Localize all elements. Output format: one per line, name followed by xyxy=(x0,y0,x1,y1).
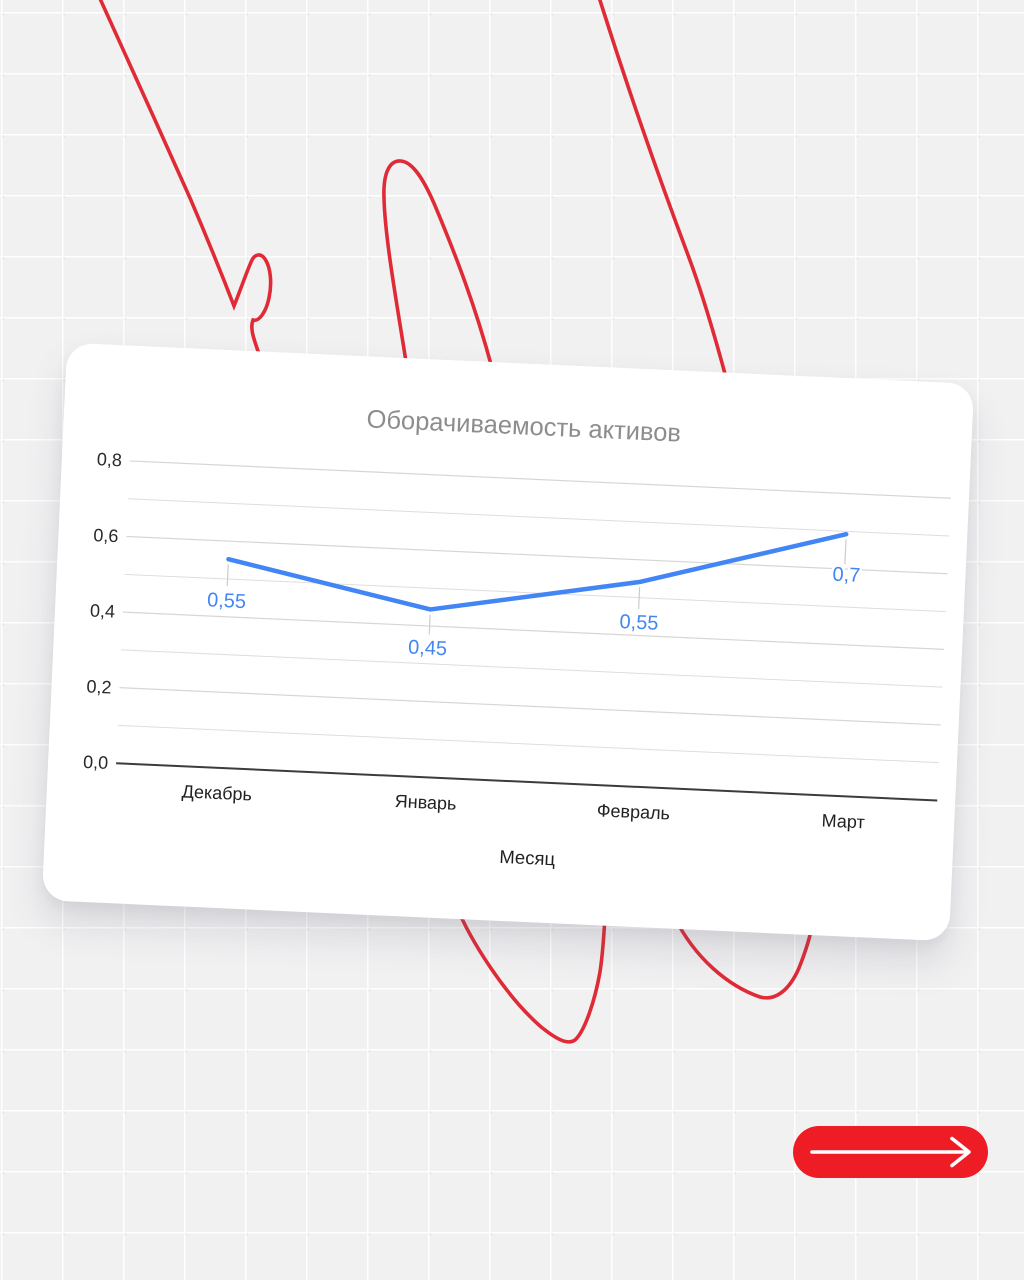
xtick-march: Март xyxy=(821,810,865,832)
y-axis-tick-labels: 0,8 0,6 0,4 0,2 0,0 xyxy=(83,449,123,773)
gridline-0-1 xyxy=(117,724,939,764)
ytick-0-6: 0,6 xyxy=(93,525,119,546)
series-line xyxy=(226,531,849,612)
ytick-0-4: 0,4 xyxy=(90,601,116,622)
gridline-0-4 xyxy=(122,611,945,650)
data-label-feb: 0,55 xyxy=(619,611,659,635)
gridline-0-8 xyxy=(129,460,952,499)
ytick-0-8: 0,8 xyxy=(96,449,122,470)
leader-feb xyxy=(638,586,641,609)
next-button[interactable] xyxy=(793,1126,988,1178)
xtick-february: Февраль xyxy=(596,800,670,823)
arrow-right-icon xyxy=(810,1136,971,1168)
data-label-jan: 0,45 xyxy=(408,636,448,660)
scribble-diagonal-stroke xyxy=(598,0,730,387)
gridline-0-7 xyxy=(128,498,950,537)
gridlines xyxy=(116,460,952,802)
xtick-december: Декабрь xyxy=(181,781,252,804)
ytick-0-2: 0,2 xyxy=(86,676,112,697)
gridline-0-3 xyxy=(121,649,943,688)
leader-mar xyxy=(844,539,847,565)
data-label-mar: 0,7 xyxy=(832,564,861,587)
x-axis-title: Месяц xyxy=(499,846,556,870)
x-axis-line xyxy=(116,762,938,802)
data-labels: 0,55 0,45 0,55 0,7 xyxy=(204,561,863,663)
x-axis-labels: Декабрь Январь Февраль Март xyxy=(181,781,865,832)
leader-jan xyxy=(428,614,431,635)
gridline-0-2 xyxy=(119,687,941,726)
data-label-leaders xyxy=(226,539,847,635)
data-label-dec: 0,55 xyxy=(207,589,247,613)
gridline-0-5 xyxy=(124,573,946,613)
leader-dec xyxy=(226,564,229,587)
ytick-0-0: 0,0 xyxy=(83,752,109,773)
scribble-arch-stroke xyxy=(382,159,494,370)
xtick-january: Январь xyxy=(394,791,457,814)
gridline-0-6 xyxy=(126,535,948,575)
line-chart: Оборачиваемость активов 0,8 0,6 0,4 0,2 … xyxy=(83,405,952,870)
chart-card: Оборачиваемость активов 0,8 0,6 0,4 0,2 … xyxy=(41,342,975,942)
scribble-left-loop-stroke xyxy=(98,0,273,362)
chart-title: Оборачиваемость активов xyxy=(366,405,682,447)
scribble-bottom-left-u-stroke xyxy=(454,903,607,1044)
